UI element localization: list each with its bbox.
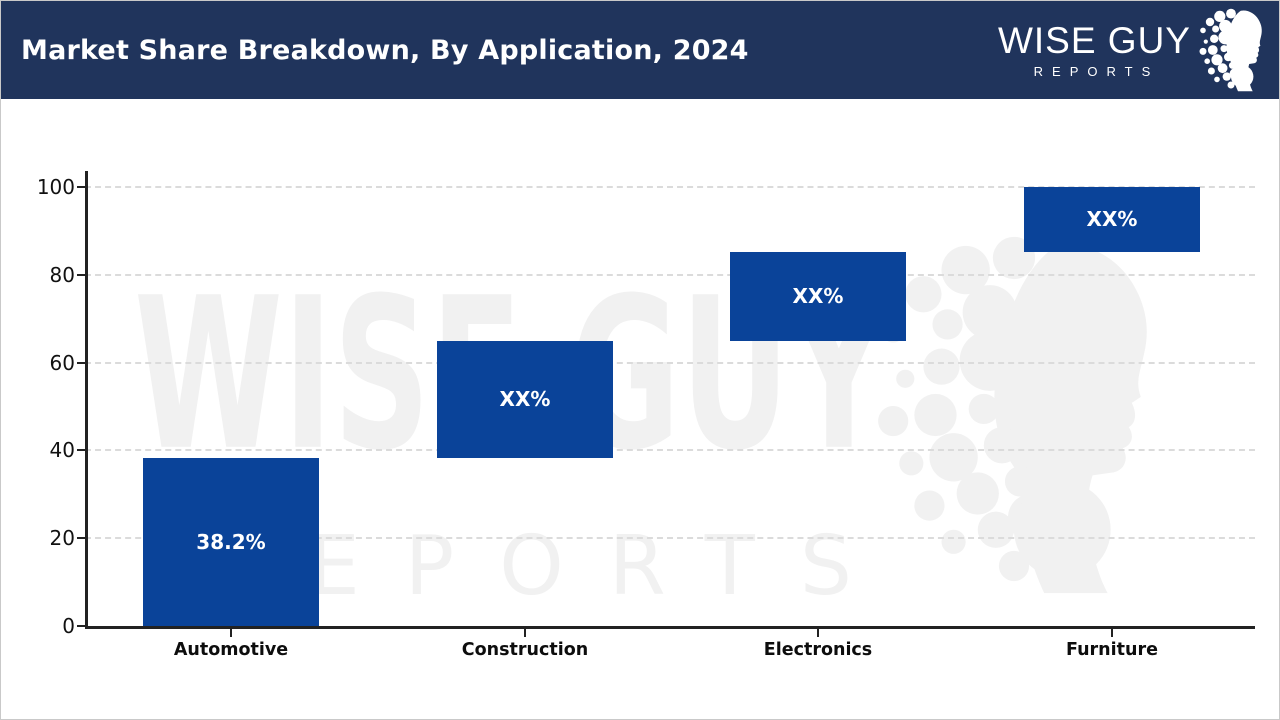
x-axis-tick-mark: [1111, 629, 1113, 637]
x-category-label-furniture: Furniture: [1066, 640, 1158, 660]
bar-value-label: XX%: [792, 284, 844, 309]
y-axis-tick-mark: [77, 537, 85, 540]
grid-line-y100: [85, 186, 1255, 188]
grid-line-y40: [85, 449, 1255, 452]
grid-line-y20: [85, 537, 1255, 540]
logo-text: WISE GUY REPORTS: [998, 22, 1191, 78]
grid-line-y80: [85, 273, 1255, 276]
bar-value-label: XX%: [499, 387, 551, 412]
bar-electronics: XX%: [730, 251, 906, 341]
y-axis-tick-mark: [77, 273, 85, 276]
bar-value-label: XX%: [1086, 207, 1138, 232]
y-axis-tick-mark: [77, 625, 85, 627]
bar-automotive: 38.2%: [143, 458, 319, 626]
wise-guy-reports-logo: WISE GUY REPORTS: [998, 8, 1267, 92]
bar-furniture: XX%: [1024, 187, 1200, 252]
grid-line-y60: [85, 361, 1255, 364]
y-axis-tick-label: 40: [49, 438, 75, 463]
header-bar: Market Share Breakdown, By Application, …: [1, 1, 1279, 99]
y-axis-tick-label: 80: [49, 262, 75, 287]
y-axis-tick-label: 100: [36, 175, 75, 199]
bar-value-label: 38.2%: [196, 530, 266, 555]
y-axis-tick-mark: [77, 186, 85, 188]
x-category-label-electronics: Electronics: [763, 640, 873, 660]
y-axis-tick-mark: [77, 449, 85, 452]
watermark-dotted-face-icon: [878, 236, 1147, 594]
logo-reports-text: REPORTS: [1033, 64, 1160, 79]
logo-brand-text: WISE GUY: [997, 20, 1191, 61]
chart-title: Market Share Breakdown, By Application, …: [21, 34, 749, 66]
x-axis-tick-mark: [524, 629, 526, 637]
x-axis-line: [85, 626, 1255, 629]
x-category-label-construction: Construction: [461, 640, 589, 660]
y-axis-line: [85, 171, 88, 629]
y-axis-tick-label: 0: [62, 614, 75, 638]
x-axis-tick-mark: [230, 629, 232, 637]
y-axis-tick-label: 60: [49, 350, 75, 375]
bar-construction: XX%: [437, 340, 613, 459]
logo-dotted-face-icon: [1199, 8, 1262, 92]
x-axis-tick-mark: [817, 629, 819, 637]
y-axis-tick-mark: [77, 361, 85, 364]
y-axis-tick-label: 20: [49, 526, 75, 551]
x-category-label-automotive: Automotive: [173, 640, 289, 660]
